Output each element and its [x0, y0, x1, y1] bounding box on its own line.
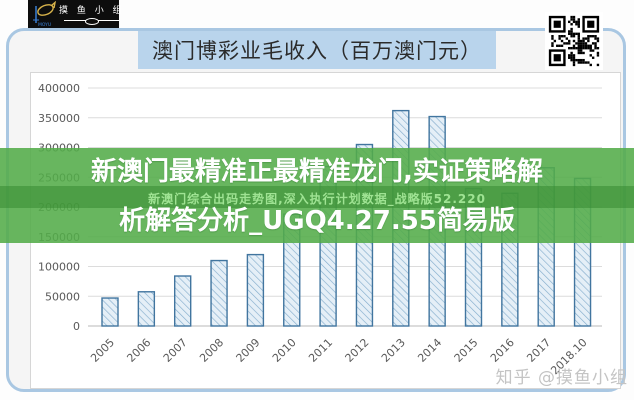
promo-band [0, 186, 634, 208]
bar [210, 259, 228, 327]
bar [173, 275, 192, 327]
fish-icon: MOYU [33, 1, 56, 27]
mini-fish-icon [84, 17, 99, 25]
y-tick-label: 0 [73, 320, 80, 333]
x-tick-label: 2008 [197, 336, 226, 365]
page-title-text: 澳门博彩业毛收入（百万澳门元） [152, 39, 482, 63]
bar [246, 253, 265, 327]
x-tick-label: 2012 [343, 336, 372, 365]
y-tick-label: 100000 [38, 261, 80, 274]
bar [137, 291, 156, 327]
x-tick-label: 2016 [488, 336, 517, 365]
x-tick-label: 2005 [88, 336, 117, 365]
logo-name-block: 摸 鱼 小 组 [59, 5, 125, 25]
y-tick-label: 400000 [38, 82, 80, 95]
logo-sub-text: MOYU [38, 22, 51, 27]
qr-code [545, 12, 603, 70]
y-tick-label: 350000 [38, 112, 80, 125]
x-tick-label: 2015 [452, 336, 481, 365]
promo-line-1: 新澳门最精准正最精准龙门,实证策略解 [91, 157, 543, 187]
moyu-logo: MOYU 摸 鱼 小 组 [28, 0, 122, 28]
x-tick-label: 2006 [124, 336, 153, 365]
x-tick-label: 2007 [161, 336, 190, 365]
bar [101, 297, 119, 327]
logo-underline [63, 17, 120, 25]
promo-line-2: 析解答分析_UGQ4.27.55简易版 [119, 206, 515, 236]
x-tick-label: 2014 [415, 336, 444, 365]
x-tick-label: 2011 [306, 336, 335, 365]
x-tick-label: 2009 [234, 336, 263, 365]
x-tick-label: 2013 [379, 336, 408, 365]
x-tick-label: 2010 [270, 336, 299, 365]
x-tick-label: 2017 [524, 336, 553, 365]
zhihu-watermark: 知乎 @摸鱼小组 [495, 368, 628, 388]
page-title: 澳门博彩业毛收入（百万澳门元） [138, 31, 496, 69]
y-tick-label: 50000 [45, 290, 80, 303]
promo-overlay-banner: 新澳门综合出码走势图,深入执行计划数据_战略版52.220 新澳门最精准正最精准… [0, 148, 634, 243]
promo-band-text: 新澳门综合出码走势图,深入执行计划数据_战略版52.220 [148, 192, 486, 206]
logo-brand-text: 摸 鱼 小 组 [59, 5, 125, 16]
